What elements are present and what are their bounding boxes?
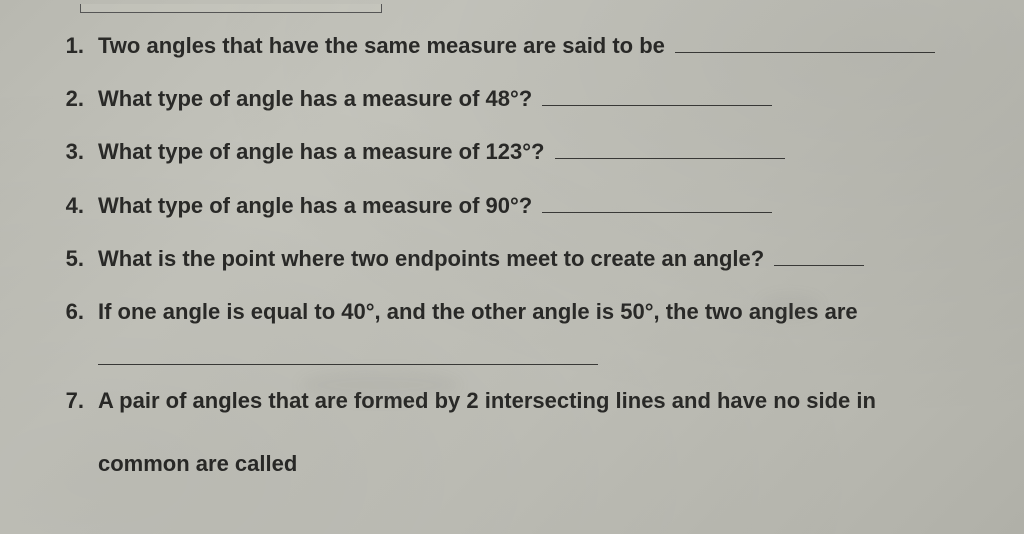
question-continuation: common are called [98,446,984,481]
question-text: If one angle is equal to 40°, and the ot… [98,294,984,365]
question-text: What type of angle has a measure of 123°… [98,134,984,169]
question-number: 3. [50,134,84,169]
answer-blank[interactable] [774,245,864,266]
question-prompt: What type of angle has a measure of 48°? [98,86,532,111]
question-text: What type of angle has a measure of 48°? [98,81,984,116]
question-prompt: What is the point where two endpoints me… [98,246,764,271]
question-prompt: If one angle is equal to 40°, and the ot… [98,299,858,324]
answer-blank[interactable] [542,85,772,106]
question-list: 1. Two angles that have the same measure… [50,28,984,482]
paper-smudge [300,370,460,400]
answer-blank[interactable] [675,32,935,53]
question-number: 2. [50,81,84,116]
question-text: A pair of angles that are formed by 2 in… [98,383,984,481]
question-item-5: 5. What is the point where two endpoints… [50,241,984,276]
question-item-2: 2. What type of angle has a measure of 4… [50,81,984,116]
question-text: Two angles that have the same measure ar… [98,28,984,63]
question-number: 7. [50,383,84,418]
header-box-fragment [80,4,382,13]
answer-blank[interactable] [98,363,598,365]
question-number: 6. [50,294,84,329]
answer-blank[interactable] [542,192,772,213]
question-item-6: 6. If one angle is equal to 40°, and the… [50,294,984,365]
question-number: 1. [50,28,84,63]
question-prompt: What type of angle has a measure of 90°? [98,193,532,218]
question-item-7: 7. A pair of angles that are formed by 2… [50,383,984,481]
question-prompt: What type of angle has a measure of 123°… [98,139,544,164]
question-number: 4. [50,188,84,223]
question-prompt: A pair of angles that are formed by 2 in… [98,388,876,413]
question-item-1: 1. Two angles that have the same measure… [50,28,984,63]
question-item-3: 3. What type of angle has a measure of 1… [50,134,984,169]
question-prompt-line2: common are called [98,451,297,476]
paper-smudge [760,295,820,317]
answer-blank[interactable] [555,139,785,160]
question-number: 5. [50,241,84,276]
question-prompt: Two angles that have the same measure ar… [98,33,665,58]
question-text: What is the point where two endpoints me… [98,241,984,276]
question-text: What type of angle has a measure of 90°? [98,188,984,223]
worksheet-page: 1. Two angles that have the same measure… [0,0,1024,520]
question-item-4: 4. What type of angle has a measure of 9… [50,188,984,223]
answer-blank[interactable] [303,452,713,472]
